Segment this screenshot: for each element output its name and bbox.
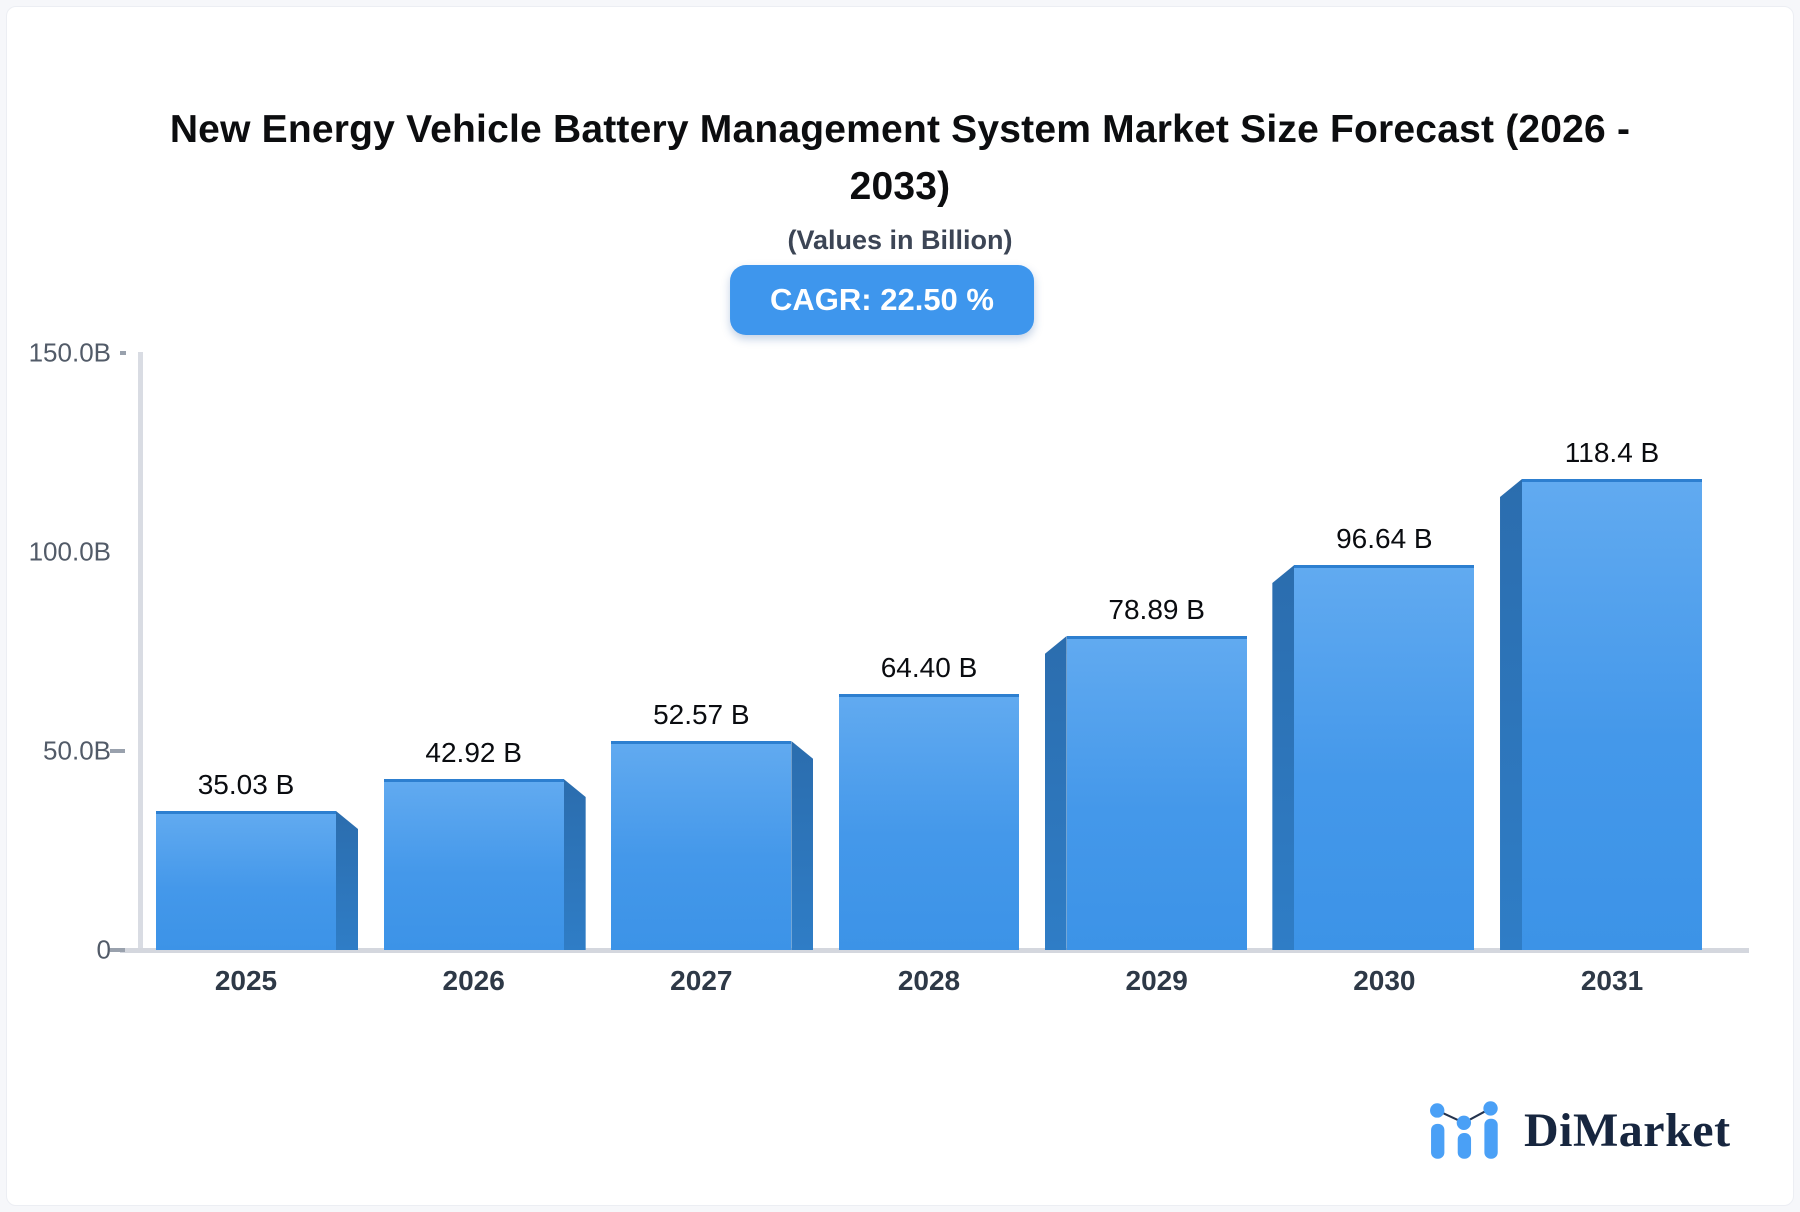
bar[interactable]: 64.40 B <box>839 652 1019 950</box>
x-tick-label: 2031 <box>1580 965 1644 996</box>
bar-3d-side <box>1272 565 1295 950</box>
x-tick-label: 2027 <box>670 965 733 996</box>
y-tick-label: 50.0B <box>43 735 111 766</box>
x-tick-label: 2030 <box>1353 965 1416 996</box>
page-title-line1: New Energy Vehicle Battery Management Sy… <box>169 108 1631 151</box>
x-tick-label: 2028 <box>897 965 961 996</box>
bar[interactable]: 118.4 B <box>1500 437 1703 950</box>
bar-3d-side <box>1044 636 1067 950</box>
y-tick-label: 150.0B <box>28 337 111 368</box>
page-subtitle: (Values in Billion) <box>787 225 1013 255</box>
bar-3d-side <box>1500 479 1523 950</box>
page-title-line2: 2033) <box>849 165 951 208</box>
bar-3d-side <box>336 811 358 950</box>
bar-3d-side <box>791 741 814 950</box>
bar-3d-side <box>563 779 586 950</box>
bar[interactable]: 96.64 B <box>1272 523 1475 950</box>
x-axis-line <box>120 948 1749 953</box>
bar-value-label: 78.89 B <box>1108 594 1205 625</box>
y-tick-mark <box>120 351 126 355</box>
y-tick-label: 0 <box>96 934 111 965</box>
page-title: New Energy Vehicle Battery Management Sy… <box>7 101 1793 215</box>
x-tick-label: 2029 <box>1125 965 1188 996</box>
bar-chart: 150.0B 100.0B 50.0B 0 35.03 B 2025 42.92 B 2026… <box>7 7 1793 1205</box>
chart-card: New Energy Vehicle Battery Management Sy… <box>6 6 1794 1206</box>
bar-value-label: 52.57 B <box>653 699 750 730</box>
y-tick-mark <box>110 749 125 753</box>
bar-chart-logo-icon <box>1430 1101 1498 1159</box>
bar[interactable]: 78.89 B <box>1044 594 1247 950</box>
cagr-badge: CAGR: 22.50 % <box>730 265 1034 335</box>
bar-value-label: 118.4 B <box>1564 437 1660 468</box>
bar[interactable]: 52.57 B <box>611 699 814 950</box>
bar-value-label: 64.40 B <box>880 652 978 683</box>
y-tick-label: 100.0B <box>28 536 111 567</box>
brand-name: DiMarket <box>1524 1104 1731 1157</box>
bar-value-label: 42.92 B <box>425 737 522 768</box>
brand-logo: DiMarket <box>1429 1101 1731 1161</box>
bar[interactable]: 42.92 B <box>383 737 586 950</box>
bar-value-label: 35.03 B <box>197 769 295 800</box>
bar[interactable]: 35.03 B <box>156 769 358 950</box>
bar-value-label: 96.64 B <box>1336 523 1433 554</box>
y-axis-line <box>138 352 143 950</box>
y-tick-mark <box>110 948 125 952</box>
x-tick-label: 2026 <box>442 965 505 996</box>
x-tick-label: 2025 <box>214 965 278 996</box>
